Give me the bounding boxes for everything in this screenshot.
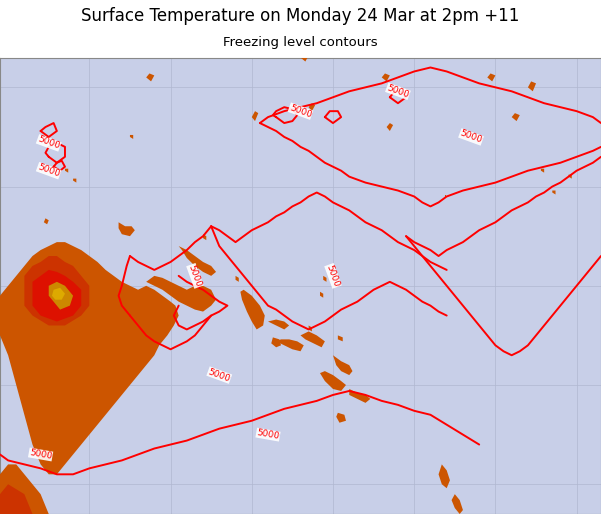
Text: Freezing level contours: Freezing level contours [223,35,378,48]
Polygon shape [336,413,346,423]
Polygon shape [268,320,289,329]
Polygon shape [451,494,463,514]
Polygon shape [338,336,343,341]
Polygon shape [236,276,239,282]
Polygon shape [65,169,69,173]
Polygon shape [49,282,73,309]
Polygon shape [0,242,178,474]
Text: 5000: 5000 [37,162,61,179]
Text: 5000: 5000 [37,135,61,151]
Text: 5000: 5000 [256,428,280,441]
Polygon shape [382,74,390,81]
Text: 5000: 5000 [459,129,483,145]
Polygon shape [323,276,326,282]
Text: Surface Temperature on Monday 24 Mar at 2pm +11: Surface Temperature on Monday 24 Mar at … [81,7,520,25]
Polygon shape [349,389,370,403]
Polygon shape [271,337,281,347]
Polygon shape [133,332,136,337]
Polygon shape [130,135,133,139]
Polygon shape [569,175,572,179]
Polygon shape [32,270,81,321]
Text: 5000: 5000 [325,264,341,288]
Polygon shape [252,111,258,121]
Polygon shape [439,464,450,488]
Polygon shape [552,191,555,194]
Polygon shape [386,123,393,131]
Text: 5000: 5000 [207,367,231,383]
Polygon shape [73,179,76,182]
Polygon shape [300,53,309,62]
Polygon shape [118,316,122,321]
Polygon shape [445,195,446,197]
Polygon shape [320,292,323,298]
Text: 5000: 5000 [187,264,203,288]
Polygon shape [178,246,216,276]
Polygon shape [146,74,154,81]
Polygon shape [300,332,325,347]
Polygon shape [52,288,65,300]
Polygon shape [309,103,315,111]
Polygon shape [541,169,544,173]
Polygon shape [487,74,495,81]
Polygon shape [0,464,49,514]
Polygon shape [333,355,352,375]
Polygon shape [146,276,216,311]
Polygon shape [276,339,304,351]
Polygon shape [118,222,135,236]
Polygon shape [528,81,536,91]
Polygon shape [203,234,206,240]
Polygon shape [309,325,312,332]
Polygon shape [240,290,265,329]
Polygon shape [25,256,90,325]
Polygon shape [320,371,346,391]
Polygon shape [511,113,520,121]
Polygon shape [0,484,32,514]
Text: 5000: 5000 [386,83,410,100]
Text: 5000: 5000 [288,103,313,119]
Polygon shape [44,218,49,224]
Text: 5000: 5000 [28,448,53,461]
Polygon shape [200,44,208,51]
